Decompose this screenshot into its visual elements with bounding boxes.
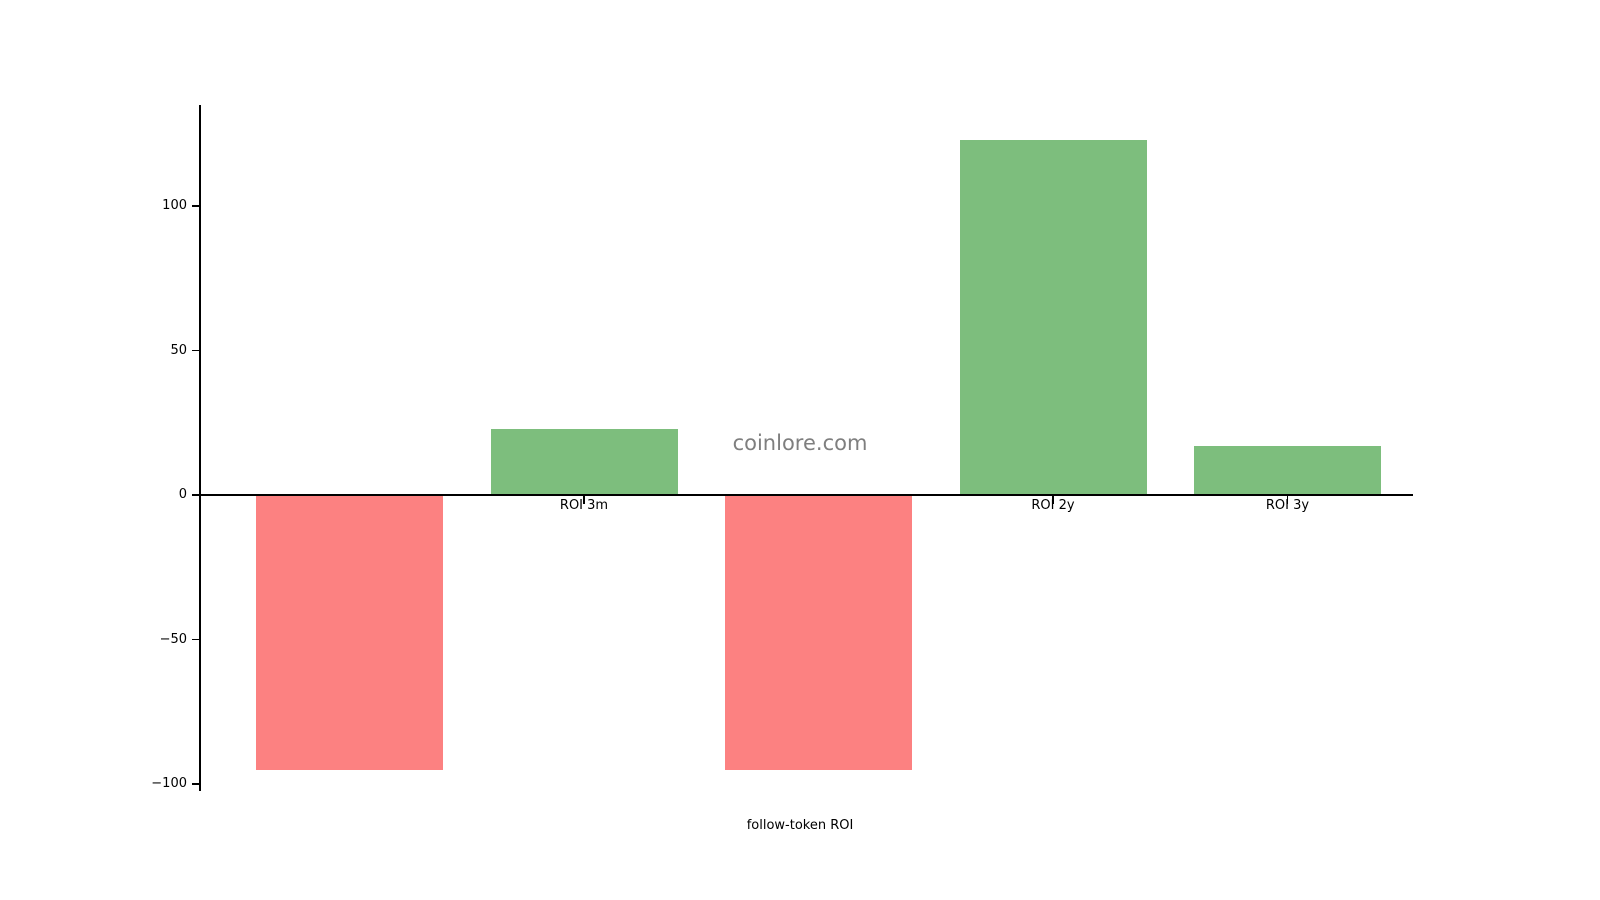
y-tick <box>192 783 199 785</box>
y-tick-label: 100 <box>162 198 187 214</box>
y-tick-label: −50 <box>159 631 187 647</box>
x-axis-spine <box>199 494 1413 496</box>
bar-roi-0 <box>256 495 443 770</box>
x-tick <box>1052 495 1054 504</box>
y-tick <box>192 205 199 207</box>
x-tick-label: ROI 2y <box>1031 497 1075 513</box>
y-tick-label: −100 <box>151 776 187 792</box>
y-tick <box>192 638 199 641</box>
y-tick-label: 50 <box>170 342 187 358</box>
bar-roi-3m <box>490 428 678 496</box>
bar-roi-2y <box>959 139 1147 496</box>
y-axis-spine <box>199 105 201 791</box>
y-tick <box>192 349 199 352</box>
x-tick <box>1286 495 1289 504</box>
x-tick-label: ROI 3y <box>1265 497 1310 513</box>
y-tick-label: 0 <box>178 487 187 503</box>
chart-x-axis-title: follow-token ROI <box>746 818 854 833</box>
watermark: coinlore.com <box>732 431 868 455</box>
bar-roi-3y <box>1194 446 1381 496</box>
x-tick-label: ROI 3m <box>559 497 609 513</box>
bar-roi-2 <box>725 495 912 770</box>
y-tick <box>192 494 199 496</box>
x-tick <box>583 495 585 504</box>
